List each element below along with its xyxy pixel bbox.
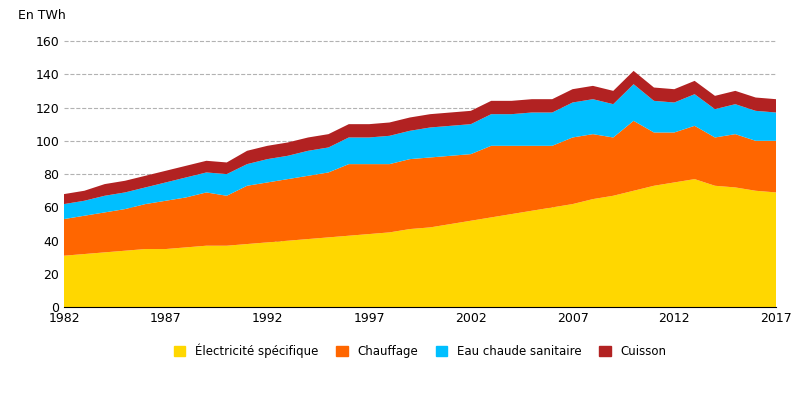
Legend: Électricité spécifique, Chauffage, Eau chaude sanitaire, Cuisson: Électricité spécifique, Chauffage, Eau c… bbox=[169, 339, 671, 363]
Text: En TWh: En TWh bbox=[18, 9, 66, 22]
